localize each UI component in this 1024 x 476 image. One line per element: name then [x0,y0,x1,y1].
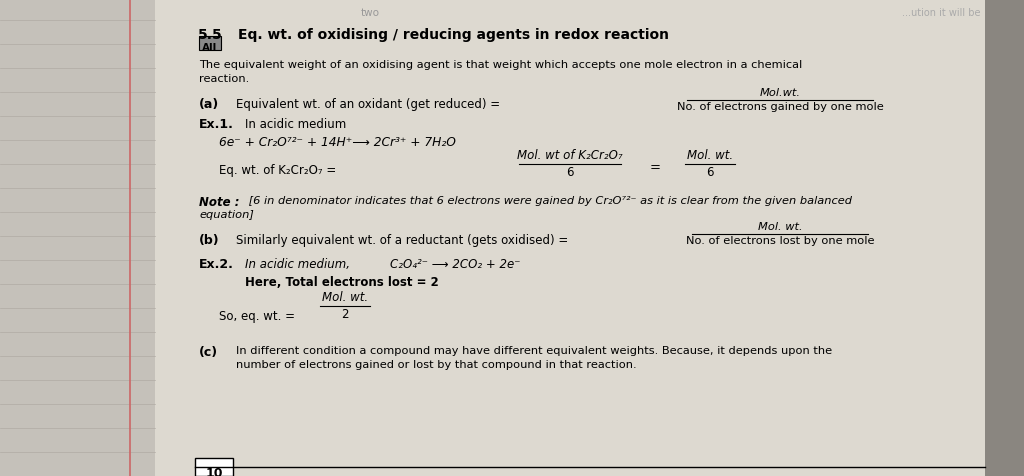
Text: Mol. wt of K₂Cr₂O₇: Mol. wt of K₂Cr₂O₇ [517,149,623,162]
Text: equation]: equation] [199,210,254,220]
Text: C₂O₄²⁻ ⟶ 2CO₂ + 2e⁻: C₂O₄²⁻ ⟶ 2CO₂ + 2e⁻ [390,258,520,271]
Text: Note :: Note : [199,196,240,209]
Text: Here, Total electrons lost = 2: Here, Total electrons lost = 2 [245,276,438,289]
Text: 10: 10 [205,467,223,476]
Text: ...ution it will be: ...ution it will be [901,8,980,18]
Text: Mol.wt.: Mol.wt. [760,88,801,98]
FancyBboxPatch shape [199,36,221,50]
Text: No. of electrons gained by one mole: No. of electrons gained by one mole [677,102,884,112]
Text: Eq. wt. of K₂Cr₂O₇ =: Eq. wt. of K₂Cr₂O₇ = [219,164,336,177]
Text: In different condition a compound may have different equivalent weights. Because: In different condition a compound may ha… [236,346,833,356]
Bar [155,0,1024,476]
Bar [985,0,1024,476]
Text: Eq. wt. of oxidising / reducing agents in redox reaction: Eq. wt. of oxidising / reducing agents i… [238,28,669,42]
Text: 6: 6 [707,166,714,179]
Text: Equivalent wt. of an oxidant (get reduced) =: Equivalent wt. of an oxidant (get reduce… [236,98,500,111]
Text: In acidic medium,: In acidic medium, [245,258,350,271]
Text: Mol. wt.: Mol. wt. [687,149,733,162]
Text: In acidic medium: In acidic medium [245,118,346,131]
Text: 5.5: 5.5 [198,28,223,42]
Text: (a): (a) [199,98,219,111]
Bar [0,0,155,476]
Text: reaction.: reaction. [199,74,249,84]
Bar [195,458,233,476]
Text: Ex.1.: Ex.1. [199,118,233,131]
Text: So, eq. wt. =: So, eq. wt. = [219,310,295,323]
Text: (c): (c) [199,346,218,359]
Text: The equivalent weight of an oxidising agent is that weight which accepts one mol: The equivalent weight of an oxidising ag… [199,60,802,70]
Text: Mol. wt.: Mol. wt. [322,291,368,304]
Text: two: two [360,8,380,18]
Text: [6 in denominator indicates that 6 electrons were gained by Cr₂O⁷²⁻ as it is cle: [6 in denominator indicates that 6 elect… [245,196,852,206]
Text: 2: 2 [341,308,349,321]
Text: =: = [649,161,660,175]
Text: Similarly equivalent wt. of a reductant (gets oxidised) =: Similarly equivalent wt. of a reductant … [236,234,568,247]
Text: Ex.2.: Ex.2. [199,258,233,271]
Text: No. of electrons lost by one mole: No. of electrons lost by one mole [686,236,874,246]
Text: (b): (b) [199,234,219,247]
Text: Mol. wt.: Mol. wt. [758,222,803,232]
Text: 6e⁻ + Cr₂O⁷²⁻ + 14H⁺⟶ 2Cr³⁺ + 7H₂O: 6e⁻ + Cr₂O⁷²⁻ + 14H⁺⟶ 2Cr³⁺ + 7H₂O [219,136,456,149]
Text: number of electrons gained or lost by that compound in that reaction.: number of electrons gained or lost by th… [236,360,637,370]
Text: 6: 6 [566,166,573,179]
Text: All: All [203,43,218,53]
